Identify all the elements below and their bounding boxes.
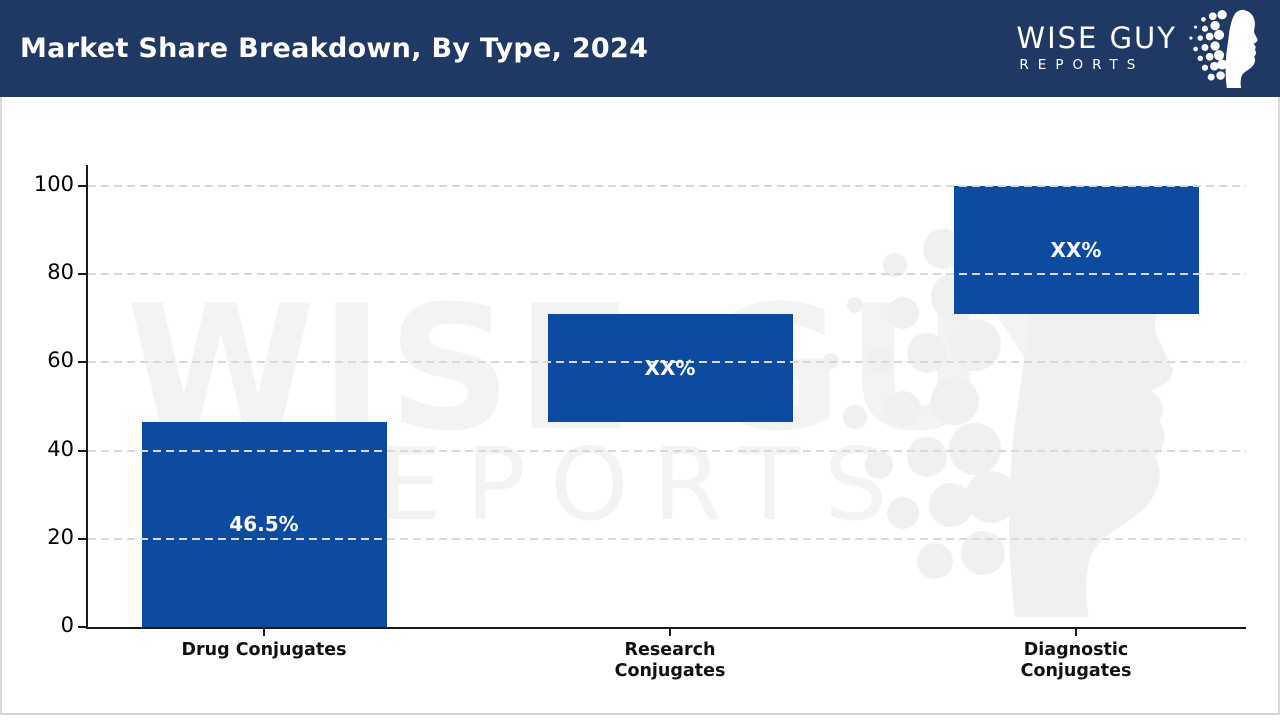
x-label-line: Conjugates bbox=[614, 661, 726, 681]
logo-wordmark: WISE GUY REPORTS bbox=[1016, 21, 1177, 74]
bar-drug-conjugates bbox=[141, 421, 387, 627]
gridline-60 bbox=[88, 361, 1246, 364]
x-label-diagnostic-conjugates: Diagnostic Conjugates bbox=[916, 640, 1236, 682]
gridline-100 bbox=[88, 185, 1246, 187]
x-label-line: Diagnostic bbox=[1023, 640, 1129, 660]
bar-research-conjugates bbox=[547, 313, 793, 422]
y-tick-label-40: 40 bbox=[47, 436, 74, 461]
y-tick-20 bbox=[78, 537, 87, 540]
y-tick-label-0: 0 bbox=[60, 613, 74, 637]
x-label-line: Drug Conjugates bbox=[181, 640, 347, 660]
y-tick-label-100: 100 bbox=[33, 172, 74, 196]
bar-diagnostic-conjugates bbox=[953, 186, 1199, 314]
bar-value-label-research-conjugates: XX% bbox=[644, 355, 696, 380]
x-label-drug-conjugates: Drug Conjugates bbox=[104, 640, 424, 661]
y-tick-80 bbox=[78, 273, 87, 276]
chart-title: Market Share Breakdown, By Type, 2024 bbox=[20, 33, 649, 64]
gridline-40 bbox=[88, 449, 1246, 452]
bar-value-label-diagnostic-conjugates: XX% bbox=[1050, 237, 1102, 262]
logo-line2: REPORTS bbox=[1019, 57, 1145, 73]
y-tick-label-80: 80 bbox=[47, 260, 74, 285]
x-tick-research-conjugates bbox=[669, 629, 671, 636]
x-label-line: Conjugates bbox=[1020, 661, 1132, 681]
x-tick-diagnostic-conjugates bbox=[1075, 629, 1077, 636]
y-tick-label-60: 60 bbox=[47, 348, 74, 373]
logo-line1: WISE GUY bbox=[1016, 21, 1177, 55]
y-tick-60 bbox=[78, 361, 87, 364]
bar-value-label-drug-conjugates: 46.5% bbox=[229, 512, 299, 537]
x-label-line: Research bbox=[624, 640, 716, 660]
gridline-80 bbox=[88, 273, 1246, 276]
y-axis-spine bbox=[86, 165, 88, 629]
gridline-20 bbox=[88, 537, 1246, 540]
x-tick-drug-conjugates bbox=[263, 629, 265, 636]
y-tick-label-20: 20 bbox=[47, 524, 74, 549]
y-tick-40 bbox=[78, 449, 87, 452]
header-bar: Market Share Breakdown, By Type, 2024 WI… bbox=[0, 0, 1280, 97]
dotted-head-icon bbox=[1189, 9, 1258, 88]
y-tick-0 bbox=[78, 626, 87, 628]
x-label-research-conjugates: Research Conjugates bbox=[510, 640, 830, 682]
y-tick-100 bbox=[78, 185, 87, 187]
x-axis-spine bbox=[86, 627, 1246, 629]
wiseguy-logo: WISE GUY REPORTS bbox=[1016, 6, 1258, 92]
